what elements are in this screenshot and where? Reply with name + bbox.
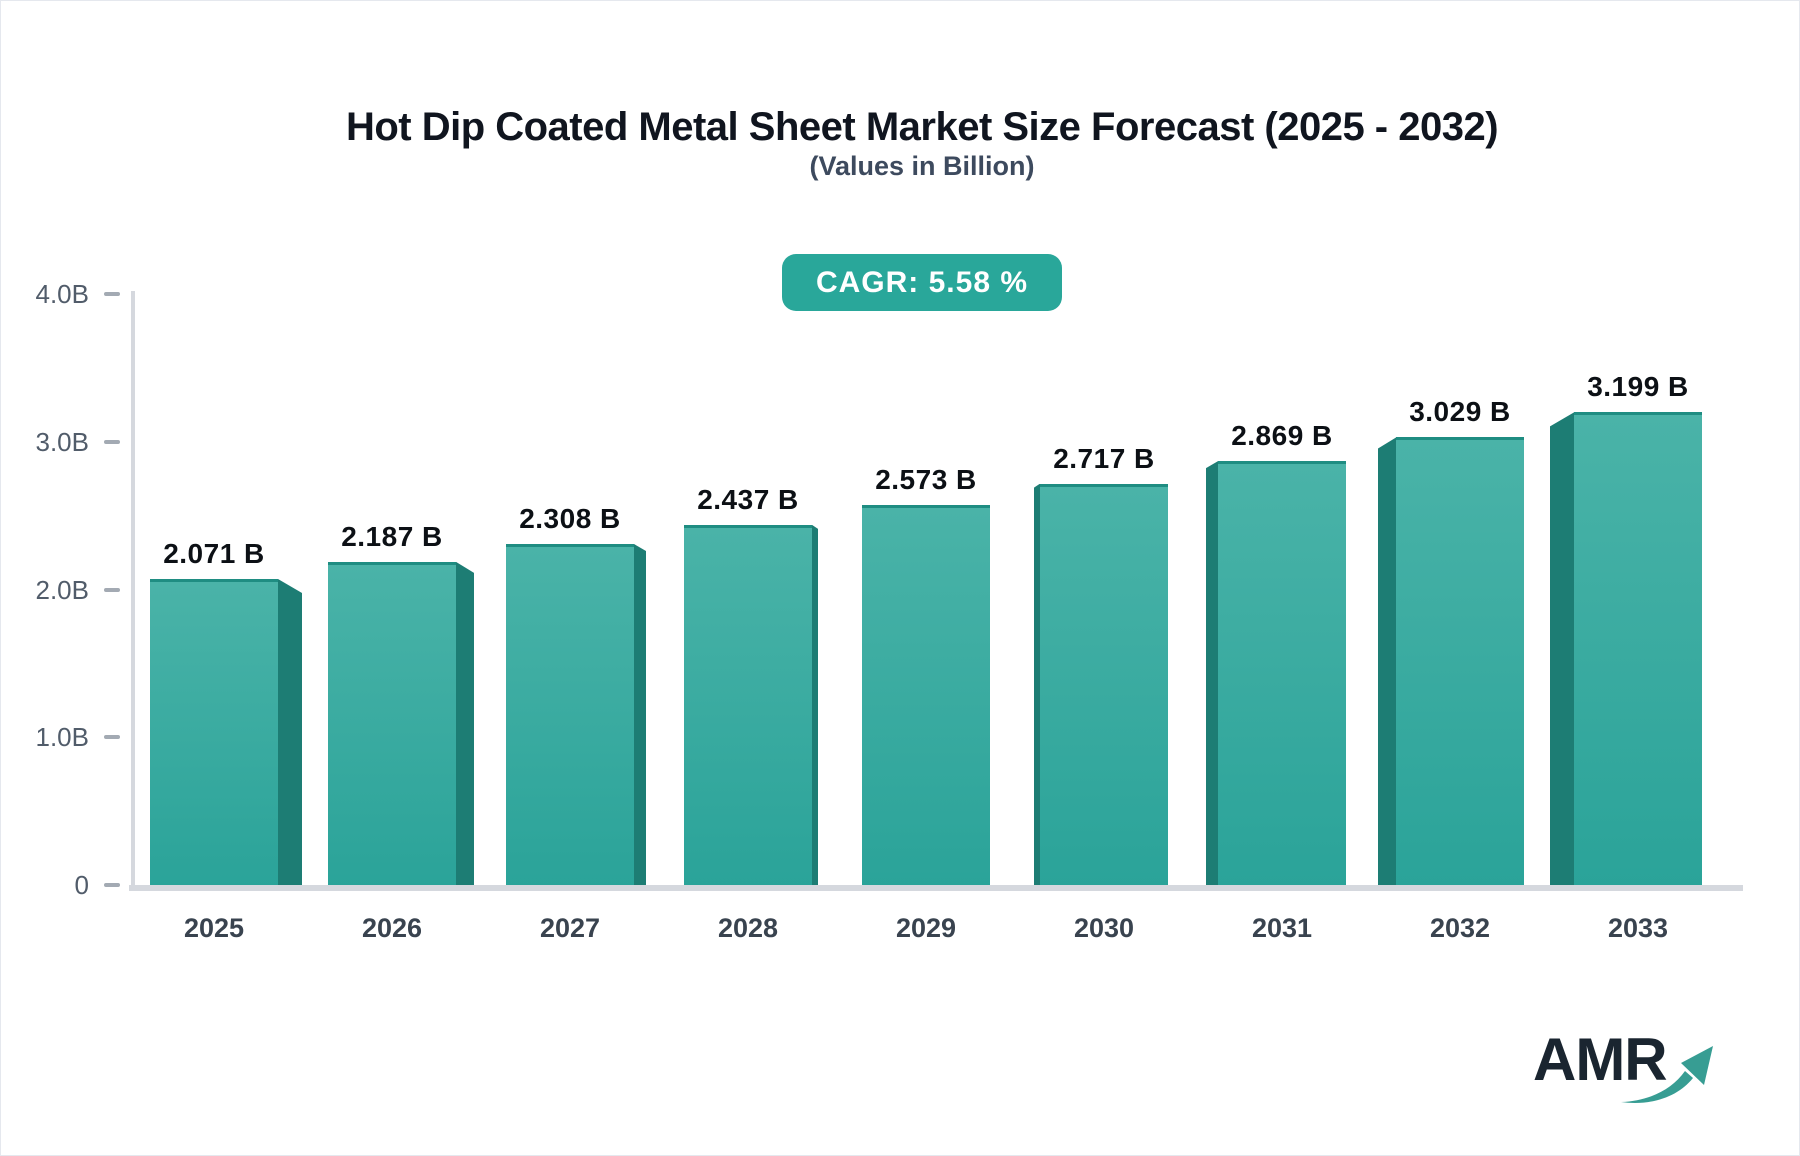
bar-side-face [1034, 483, 1040, 889]
x-axis-label: 2033 [1607, 913, 1669, 943]
y-axis-tick-label: 4.0B [35, 279, 90, 309]
bar-front-face [150, 579, 278, 889]
bar-front-face [1218, 461, 1346, 889]
bar-value-label: 2.187 B [341, 520, 443, 552]
growth-arrow-icon [1621, 1046, 1713, 1103]
bar-front-face [862, 504, 990, 889]
cagr-badge: CAGR: 5.58 % [781, 254, 1063, 311]
bar-front-face [506, 543, 634, 889]
y-axis-tick-label: 1.0B [35, 722, 90, 753]
y-axis-tick-label: 2.0B [35, 574, 90, 605]
cagr-badge-row: CAGR: 5.58 % [45, 254, 1799, 311]
bar-front-face [1040, 483, 1168, 889]
y-axis-tick [104, 439, 120, 444]
y-axis-tick [104, 883, 120, 887]
y-axis-tick-label: 0 [74, 870, 89, 900]
amr-logo-text: AMR [1533, 1026, 1668, 1093]
x-axis-label: 2027 [539, 913, 601, 943]
bar-side-face [1378, 437, 1396, 889]
bar-side-face [278, 579, 302, 889]
x-axis-label: 2026 [361, 913, 423, 943]
y-axis-tick [104, 587, 120, 592]
bar-value-label: 3.199 B [1587, 371, 1689, 403]
y-axis-line [131, 291, 135, 888]
x-axis-label: 2032 [1429, 913, 1491, 943]
x-axis-label: 2030 [1073, 913, 1135, 943]
bar-front-face [1396, 437, 1524, 889]
bar-value-label: 2.573 B [875, 463, 977, 495]
bar-side-face [1206, 461, 1218, 889]
bar-side-face [812, 524, 818, 889]
x-axis-line [129, 885, 1743, 891]
x-axis-label: 2028 [717, 913, 779, 943]
bar-front-face [684, 524, 812, 889]
y-axis-tick [104, 292, 120, 296]
amr-logo: AMR [1533, 1029, 1753, 1109]
x-axis-label: 2025 [183, 913, 245, 943]
bar-value-label: 2.071 B [163, 538, 265, 569]
x-axis-label: 2031 [1251, 913, 1313, 943]
bar-value-label: 2.869 B [1231, 420, 1333, 452]
bar-value-label: 2.717 B [1053, 442, 1155, 474]
bar-front-face [1574, 412, 1702, 889]
bar-value-label: 2.437 B [697, 483, 799, 515]
x-axis-label: 2029 [895, 913, 957, 943]
bar-side-face [1550, 412, 1574, 889]
y-axis-tick [104, 735, 120, 740]
bar-front-face [328, 561, 456, 889]
y-axis-tick-label: 3.0B [35, 426, 90, 457]
bar-value-label: 2.308 B [519, 502, 621, 534]
bar-side-face [634, 543, 646, 889]
chart-title: Hot Dip Coated Metal Sheet Market Size F… [345, 105, 1499, 149]
chart-subtitle: (Values in Billion) [809, 151, 1035, 181]
bar-value-label: 3.029 B [1409, 396, 1511, 428]
bar-side-face [456, 561, 474, 889]
